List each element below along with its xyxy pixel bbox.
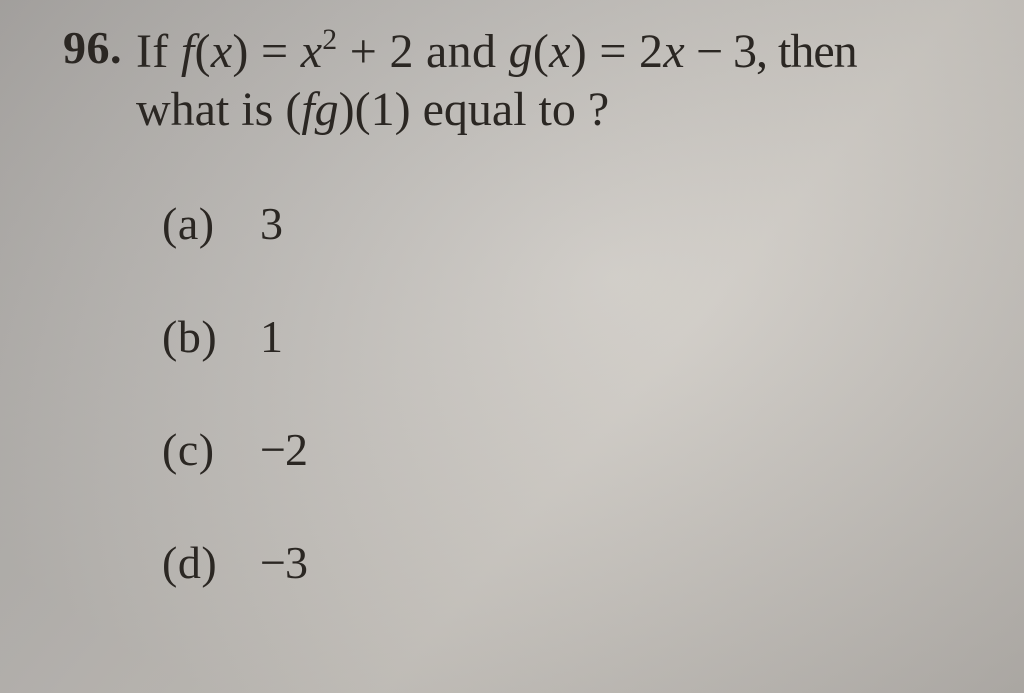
var-x4: x xyxy=(663,25,685,78)
exp-2: 2 xyxy=(322,23,337,56)
option-value: 1 xyxy=(260,310,284,363)
options-list: (a) 3 (b) 1 (c) −2 (d) −3 xyxy=(162,197,984,589)
var-x3: x xyxy=(549,25,571,78)
text-close1: ) = xyxy=(232,25,300,78)
question-block: 96. If f(x) = x2 + 2 and g(x) = 2x − 3, … xyxy=(38,24,984,139)
text-whatis: what is ( xyxy=(136,83,301,136)
text-open2: ( xyxy=(533,25,549,78)
var-x2: x xyxy=(301,25,323,78)
question-body: If f(x) = x2 + 2 and g(x) = 2x − 3, then… xyxy=(136,24,984,139)
text-close2: ) = 2 xyxy=(571,25,664,78)
fn-fg: fg xyxy=(301,83,338,136)
option-value: −3 xyxy=(260,536,307,589)
option-d[interactable]: (d) −3 xyxy=(162,536,984,589)
question-line-2: what is (fg)(1) equal to ? xyxy=(136,81,984,139)
fn-g: g xyxy=(509,25,533,78)
option-b[interactable]: (b) 1 xyxy=(162,310,984,363)
text-plus2-and: + 2 and xyxy=(337,25,508,78)
fn-f: f xyxy=(181,25,195,78)
var-x1: x xyxy=(211,25,233,78)
option-label: (d) xyxy=(162,536,242,589)
option-c[interactable]: (c) −2 xyxy=(162,423,984,476)
option-label: (c) xyxy=(162,423,242,476)
text-if: If xyxy=(136,25,181,78)
option-a[interactable]: (a) 3 xyxy=(162,197,984,250)
text-minus3-then: − 3, then xyxy=(685,25,857,78)
text-open1: ( xyxy=(195,25,211,78)
question-line-1: If f(x) = x2 + 2 and g(x) = 2x − 3, then xyxy=(136,24,984,79)
option-label: (a) xyxy=(162,197,242,250)
option-label: (b) xyxy=(162,310,242,363)
question-number: 96. xyxy=(38,24,122,72)
option-value: 3 xyxy=(260,197,284,250)
exam-page: 96. If f(x) = x2 + 2 and g(x) = 2x − 3, … xyxy=(0,0,1024,693)
text-rest: )(1) equal to ? xyxy=(339,83,610,136)
option-value: −2 xyxy=(260,423,307,476)
